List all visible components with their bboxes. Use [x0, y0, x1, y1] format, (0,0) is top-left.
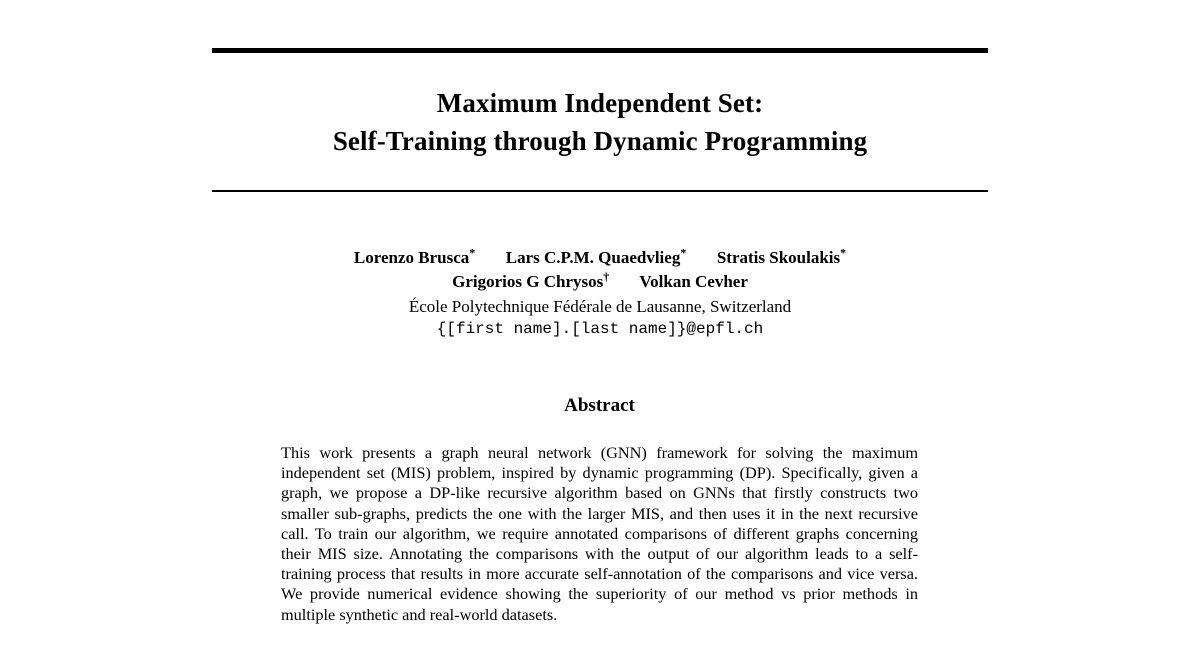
- authors-block: Lorenzo Brusca* Lars C.P.M. Quaedvlieg* …: [212, 246, 988, 340]
- paper-title: Maximum Independent Set: Self-Training t…: [212, 84, 988, 160]
- author-row-1: Lorenzo Brusca* Lars C.P.M. Quaedvlieg* …: [212, 246, 988, 270]
- author-footnote-mark: †: [603, 269, 610, 284]
- author-footnote-mark: *: [469, 245, 476, 260]
- abstract-section: Abstract This work presents a graph neur…: [281, 394, 918, 625]
- email-line: {[first name].[last name]}@epfl.ch: [436, 320, 764, 338]
- author-volkan-cevher: Volkan Cevher: [639, 272, 747, 291]
- author-footnote-mark: *: [680, 245, 687, 260]
- author-lorenzo-brusca: Lorenzo Brusca*: [353, 245, 476, 267]
- author-lars-quaedvlieg: Lars C.P.M. Quaedvlieg*: [505, 245, 687, 267]
- title-line-2: Self-Training through Dynamic Programmin…: [332, 126, 868, 156]
- author-name-text: Stratis Skoulakis: [716, 248, 841, 267]
- title-line-1: Maximum Independent Set:: [436, 88, 764, 118]
- author-name-text: Lorenzo Brusca: [353, 248, 470, 267]
- author-name-text: Volkan Cevher: [639, 272, 748, 291]
- author-footnote-mark: *: [840, 245, 847, 260]
- author-row-2: Grigorios G Chrysos† Volkan Cevher: [212, 270, 988, 294]
- author-grigorios-chrysos: Grigorios G Chrysos†: [452, 269, 610, 291]
- author-name-text: Grigorios G Chrysos: [452, 272, 604, 291]
- author-name-text: Lars C.P.M. Quaedvlieg: [505, 248, 681, 267]
- affiliation-line: École Polytechnique Fédérale de Lausanne…: [408, 297, 792, 316]
- author-stratis-skoulakis: Stratis Skoulakis*: [716, 245, 847, 267]
- abstract-body: This work presents a graph neural networ…: [281, 443, 918, 624]
- header-rule-thin: [212, 190, 988, 192]
- abstract-heading: Abstract: [564, 395, 635, 416]
- header-rule-thick: [212, 48, 988, 53]
